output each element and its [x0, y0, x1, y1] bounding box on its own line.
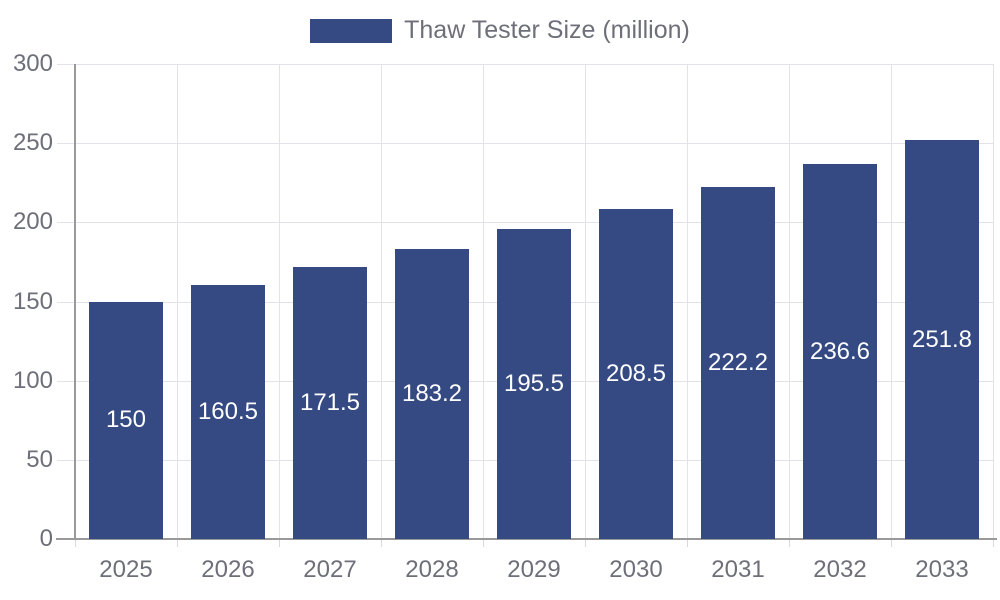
y-axis-label: 50 — [26, 445, 53, 473]
y-axis-tick — [57, 380, 75, 382]
y-axis-label: 0 — [39, 525, 53, 552]
x-axis-label: 2029 — [507, 556, 561, 583]
bar-value-label: 195.5 — [503, 370, 565, 398]
bar-value-label: 160.5 — [197, 397, 259, 425]
bar[interactable]: 251.8 — [905, 140, 979, 539]
x-axis-tick — [789, 539, 790, 547]
x-gridline — [891, 64, 892, 539]
x-axis-tick — [891, 539, 892, 547]
x-axis-line — [56, 538, 997, 540]
x-gridline — [686, 64, 688, 539]
x-axis-tick — [993, 539, 994, 547]
bar[interactable]: 171.5 — [293, 267, 367, 539]
bar[interactable]: 183.2 — [395, 248, 469, 539]
x-axis-tick — [686, 539, 688, 547]
x-axis-label: 2027 — [303, 556, 357, 583]
y-axis-tick — [57, 459, 75, 461]
y-axis-label: 200 — [12, 208, 53, 236]
y-axis-tick — [57, 222, 75, 224]
x-gridline — [279, 64, 280, 539]
x-gridline — [789, 64, 790, 539]
y-gridline — [57, 222, 993, 224]
x-gridline — [993, 64, 994, 539]
y-axis-label: 100 — [12, 366, 53, 394]
y-axis-label: 250 — [12, 129, 53, 157]
x-axis-tick — [483, 539, 484, 547]
x-axis-label: 2030 — [609, 556, 663, 583]
x-gridline — [380, 64, 382, 539]
legend-swatch-icon[interactable] — [310, 18, 393, 43]
bar[interactable]: 236.6 — [803, 164, 877, 539]
x-axis-label: 2032 — [813, 556, 867, 583]
bar[interactable]: 195.5 — [497, 229, 571, 539]
x-axis-tick — [380, 539, 382, 547]
y-gridline — [57, 64, 993, 65]
y-axis-line — [74, 64, 76, 539]
x-gridline — [177, 64, 178, 539]
y-axis-tick — [57, 64, 75, 65]
legend: Thaw Tester Size (million) — [0, 18, 1000, 43]
bar[interactable]: 208.5 — [599, 208, 673, 539]
plot-area: 0 50 100 150 200 250 300 150 160.5 171.5 183.2 195… — [13, 52, 997, 582]
bar[interactable]: 222.2 — [701, 187, 775, 539]
bar-value-label: 251.8 — [911, 325, 973, 353]
x-axis-tick — [177, 539, 178, 547]
legend-label[interactable]: Thaw Tester Size (million) — [404, 16, 690, 44]
x-axis-tick — [279, 539, 280, 547]
x-axis-label: 2028 — [405, 556, 459, 583]
y-axis-tick — [57, 143, 75, 145]
bar-value-label: 208.5 — [605, 359, 667, 387]
x-gridline — [483, 64, 484, 539]
x-gridline — [585, 64, 586, 539]
y-axis-tick — [57, 301, 75, 303]
x-axis-label: 2031 — [711, 556, 765, 583]
bar-value-label: 183.2 — [401, 379, 463, 407]
bar-value-label: 236.6 — [809, 337, 871, 365]
bar[interactable]: 150 — [88, 301, 163, 539]
y-axis-label: 150 — [12, 287, 53, 315]
x-axis-tick — [75, 539, 76, 547]
x-axis-label: 2033 — [915, 556, 969, 583]
bar-value-label: 150 — [105, 406, 146, 434]
x-axis-tick — [585, 539, 586, 547]
bar-value-label: 222.2 — [707, 349, 769, 377]
y-axis-label: 300 — [12, 50, 53, 77]
x-axis-label: 2026 — [201, 556, 255, 583]
bar[interactable]: 160.5 — [190, 284, 265, 539]
bar-value-label: 171.5 — [299, 389, 361, 417]
y-gridline — [57, 143, 993, 145]
x-axis-label: 2025 — [99, 556, 153, 583]
